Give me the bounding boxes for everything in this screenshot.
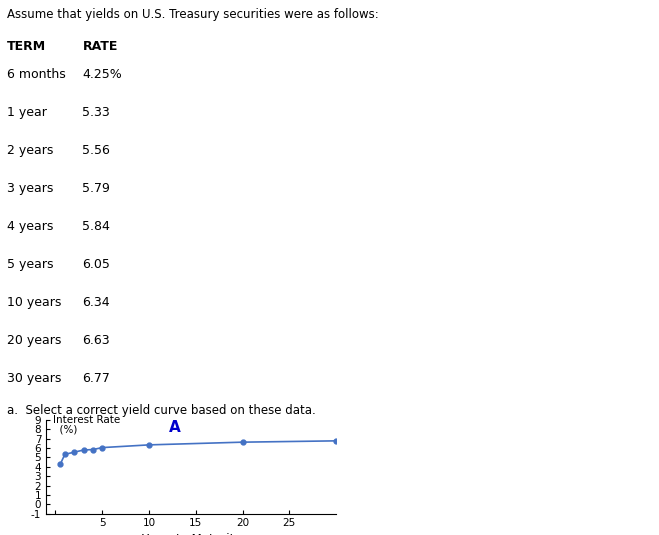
Text: 20 years: 20 years <box>7 334 61 347</box>
Text: Assume that yields on U.S. Treasury securities were as follows:: Assume that yields on U.S. Treasury secu… <box>7 8 378 21</box>
Text: RATE: RATE <box>82 40 118 53</box>
Text: 6.77: 6.77 <box>82 372 110 385</box>
Text: 6.63: 6.63 <box>82 334 110 347</box>
Text: 3 years: 3 years <box>7 182 53 195</box>
Text: A: A <box>169 420 181 435</box>
Text: 30 years: 30 years <box>7 372 61 385</box>
Text: 5.56: 5.56 <box>82 144 110 157</box>
Text: 10 years: 10 years <box>7 296 61 309</box>
Text: 4 years: 4 years <box>7 220 53 233</box>
Text: 5.79: 5.79 <box>82 182 110 195</box>
Text: 5.33: 5.33 <box>82 106 110 119</box>
Text: 1 year: 1 year <box>7 106 47 119</box>
Text: TERM: TERM <box>7 40 45 53</box>
Text: Interest Rate: Interest Rate <box>53 415 121 425</box>
Text: 6.34: 6.34 <box>82 296 110 309</box>
Text: 6.05: 6.05 <box>82 258 110 271</box>
Text: 6 months: 6 months <box>7 68 65 81</box>
Text: 5.84: 5.84 <box>82 220 110 233</box>
Text: 4.25%: 4.25% <box>82 68 122 81</box>
Text: a.  Select a correct yield curve based on these data.: a. Select a correct yield curve based on… <box>7 404 316 417</box>
Text: (%): (%) <box>53 425 78 434</box>
X-axis label: Years to Maturity: Years to Maturity <box>141 533 241 535</box>
Text: 2 years: 2 years <box>7 144 53 157</box>
Text: 5 years: 5 years <box>7 258 53 271</box>
